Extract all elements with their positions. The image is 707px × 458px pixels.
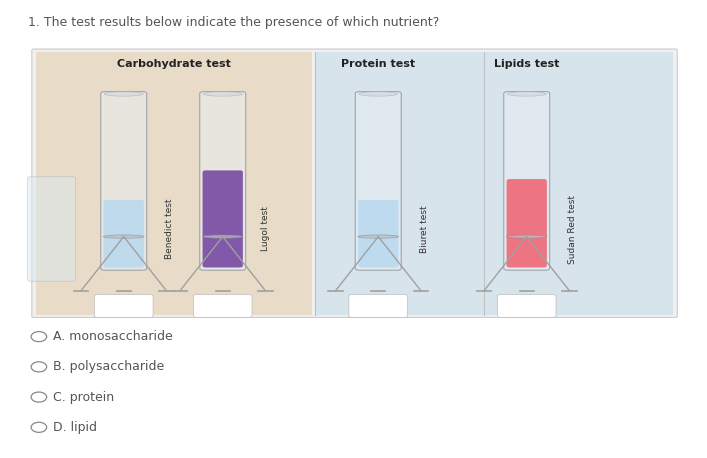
Ellipse shape [507,92,546,96]
Ellipse shape [506,235,547,238]
FancyBboxPatch shape [503,92,550,270]
Ellipse shape [358,235,399,238]
Text: Biuret test: Biuret test [420,205,428,253]
Text: Test: Test [114,301,134,311]
Text: Test: Test [213,301,233,311]
FancyBboxPatch shape [94,294,153,317]
Text: 1. The test results below indicate the presence of which nutrient?: 1. The test results below indicate the p… [28,16,440,29]
Text: Carbohydrate test: Carbohydrate test [117,59,230,69]
FancyBboxPatch shape [103,200,144,267]
Text: Benedict test: Benedict test [165,199,174,259]
FancyBboxPatch shape [100,92,146,270]
FancyBboxPatch shape [36,52,312,315]
FancyBboxPatch shape [484,52,673,315]
Ellipse shape [104,92,143,96]
FancyBboxPatch shape [199,92,245,270]
FancyBboxPatch shape [32,49,677,317]
FancyBboxPatch shape [355,92,402,270]
FancyBboxPatch shape [28,177,76,281]
Text: Lugol test: Lugol test [261,207,269,251]
Ellipse shape [358,92,397,96]
FancyBboxPatch shape [315,52,484,315]
Text: Test: Test [517,301,537,311]
FancyBboxPatch shape [194,294,252,317]
Text: Lipids test: Lipids test [494,59,559,69]
Text: Protein test: Protein test [341,59,415,69]
FancyBboxPatch shape [349,294,407,317]
Ellipse shape [204,92,242,96]
Text: A. monosaccharide: A. monosaccharide [53,330,173,343]
Text: D. lipid: D. lipid [53,421,97,434]
Text: Sudan Red test: Sudan Red test [568,195,577,263]
Text: C. protein: C. protein [53,391,114,403]
Ellipse shape [202,235,243,238]
Text: B. polysaccharide: B. polysaccharide [53,360,164,373]
FancyBboxPatch shape [358,200,399,267]
FancyBboxPatch shape [498,294,556,317]
Text: Test: Test [368,301,388,311]
FancyBboxPatch shape [506,179,547,267]
FancyBboxPatch shape [202,170,243,267]
Ellipse shape [103,235,144,238]
